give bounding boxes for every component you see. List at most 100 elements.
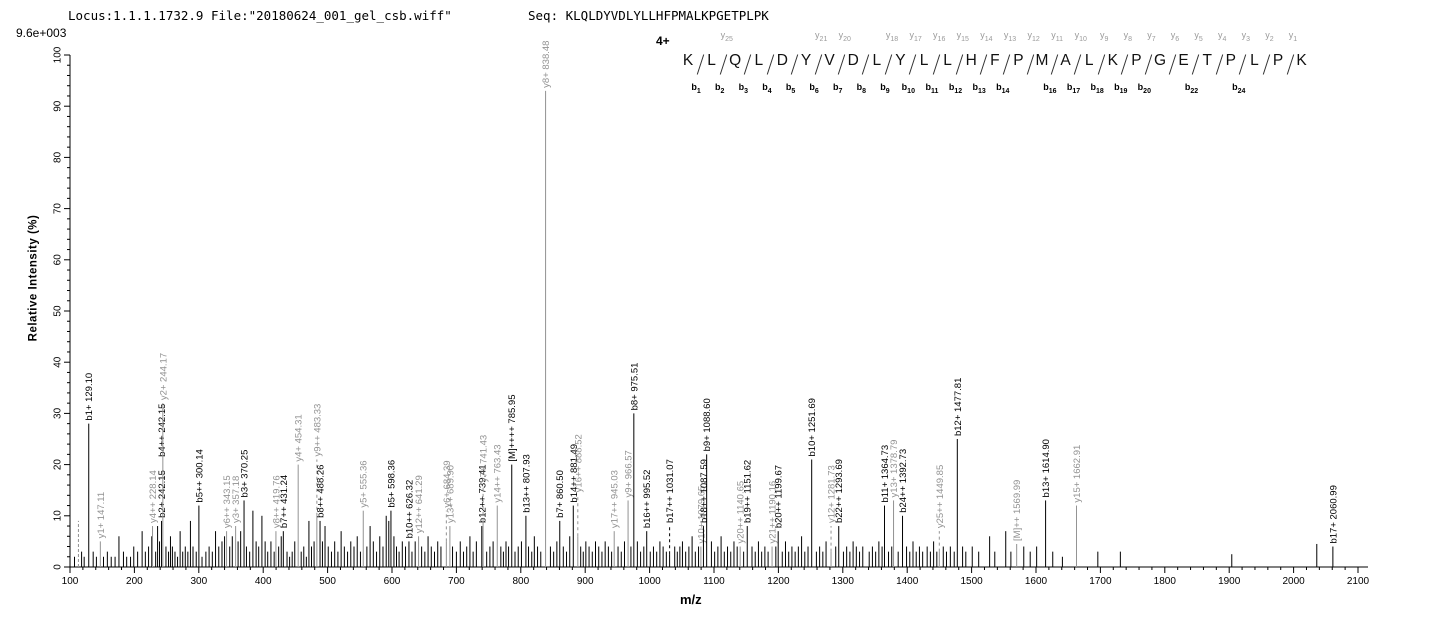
ladder-residue: L xyxy=(707,52,716,69)
peak-label: y3+ 357.18 xyxy=(231,476,242,523)
ladder-residue: Y xyxy=(895,52,906,69)
peak-label: b19++ 1151.62 xyxy=(743,460,754,523)
peak-label: b13+ 1614.90 xyxy=(1041,439,1052,497)
peak-label: b13++ 807.93 xyxy=(521,454,532,513)
ladder-residue: P xyxy=(1225,52,1236,69)
b-ion-ladder-label: b18 xyxy=(1090,82,1104,95)
y-tick-label: 40 xyxy=(53,356,64,368)
precursor-charge-label: 4+ xyxy=(656,34,670,48)
y-tick-label: 50 xyxy=(53,305,64,317)
x-tick-label: 1300 xyxy=(832,576,855,587)
peak-label: y21++ 1190.16 xyxy=(768,481,779,544)
y-tick-label: 90 xyxy=(53,100,64,112)
peak-label: b7+ 860.50 xyxy=(555,470,566,518)
peak-label: b1+ 129.10 xyxy=(84,373,95,421)
peak-label: b12++ 739.41 xyxy=(477,464,488,523)
ladder-residue: Q xyxy=(729,52,742,69)
ladder-residue: L xyxy=(872,52,882,69)
peak-label: y1+ 147.11 xyxy=(96,492,107,539)
peak-label: b10+ 1251.69 xyxy=(807,398,818,456)
y-ion-ladder-label: y25 xyxy=(720,30,733,43)
y-tick-label: 30 xyxy=(53,407,64,419)
b-ion-ladder-label: b20 xyxy=(1137,82,1151,95)
b-ion-ladder-label: b7 xyxy=(833,82,843,95)
peak-label: b16++ 995.52 xyxy=(642,470,653,529)
peak-label: b3+ 370.25 xyxy=(240,450,251,498)
peak-label: b18++ 1087.59 xyxy=(699,459,710,523)
ladder-residue: D xyxy=(776,52,788,69)
peak-label: y16++ 888.52 xyxy=(573,434,584,492)
ladder-residue: K xyxy=(682,52,694,69)
peak-label: y9+ 966.57 xyxy=(624,450,635,497)
peak-label: b22++ 1293.69 xyxy=(834,459,845,523)
b-ion-ladder-label: b22 xyxy=(1184,82,1199,95)
peak-label: y9++ 483.33 xyxy=(312,404,323,457)
y-ion-ladder-label: y12 xyxy=(1027,30,1040,43)
b-ion-ladder-label: b8 xyxy=(856,82,867,95)
y-tick-label: 10 xyxy=(53,510,64,522)
peak-label: y17++ 945.03 xyxy=(610,470,621,528)
b-ion-ladder-label: b3 xyxy=(738,82,749,95)
peak-label: y13+ 1378.79 xyxy=(889,440,900,498)
peak-label: b5+ 598.36 xyxy=(386,460,397,508)
peak-label: b11+ 1364.73 xyxy=(880,445,891,503)
x-tick-label: 1100 xyxy=(703,576,725,587)
peak-label: [M]++++ 785.95 xyxy=(507,395,518,462)
x-tick-label: 900 xyxy=(577,576,594,587)
ladder-residue: H xyxy=(965,52,977,69)
y-ion-ladder-label: y21 xyxy=(815,30,828,43)
y-ion-ladder-label: y16 xyxy=(933,30,946,43)
peak-label: b12+ 1477.81 xyxy=(953,378,964,436)
ladder-residue: E xyxy=(1178,52,1189,69)
b-ion-ladder-label: b1 xyxy=(691,82,701,95)
x-tick-label: 1900 xyxy=(1218,576,1241,587)
y-ion-ladder-label: y13 xyxy=(1003,30,1017,43)
b-ion-ladder-label: b11 xyxy=(925,82,939,95)
x-tick-label: 1400 xyxy=(896,576,919,587)
y-ion-ladder-label: y1 xyxy=(1288,30,1298,43)
x-tick-label: 1800 xyxy=(1154,576,1177,587)
y-ion-ladder-label: y4 xyxy=(1218,30,1227,43)
x-tick-label: 100 xyxy=(62,576,79,587)
peak-label: y6+ 684.39 xyxy=(442,460,453,507)
ladder-residue: P xyxy=(1013,52,1024,69)
b-ion-ladder-label: b14 xyxy=(996,82,1010,95)
ladder-residue: L xyxy=(919,52,929,69)
b-ion-ladder-label: b9 xyxy=(880,82,890,95)
peak-label: y13++ 689.90 xyxy=(445,465,456,523)
peak-label: y12+ 1281.73 xyxy=(827,465,838,523)
ladder-residue: V xyxy=(824,52,835,69)
y-tick-label: 0 xyxy=(53,564,64,570)
ladder-residue: L xyxy=(1084,52,1094,69)
x-tick-label: 1600 xyxy=(1025,576,1048,587)
b-ion-ladder-label: b12 xyxy=(948,82,963,95)
b-ion-ladder-label: b17 xyxy=(1066,82,1081,95)
peak-label: y8++ 419.76 xyxy=(271,475,282,528)
peak-label: b8+ 975.51 xyxy=(629,363,640,411)
y-ion-ladder-label: y15 xyxy=(956,30,969,43)
x-tick-label: 1500 xyxy=(960,576,983,587)
ladder-residue: K xyxy=(1107,52,1118,69)
x-tick-label: 300 xyxy=(190,576,207,587)
peak-label: b8++ 488.26 xyxy=(316,465,327,518)
peak-label: y4++ 228.14 xyxy=(148,470,159,523)
x-tick-label: 500 xyxy=(319,576,336,587)
b-ion-ladder-label: b2 xyxy=(715,82,725,95)
y-tick-label: 80 xyxy=(53,151,64,163)
base-peak-scale-note: 9.6e+003 xyxy=(16,26,67,40)
b-ion-ladder-label: b16 xyxy=(1043,82,1057,95)
ladder-residue: Y xyxy=(800,52,812,69)
b-ion-ladder-label: b10 xyxy=(901,82,915,95)
x-tick-label: 1200 xyxy=(767,576,790,587)
peak-label: y2+ 244.17 xyxy=(158,353,169,400)
x-tick-label: 600 xyxy=(384,576,401,587)
b-ion-ladder-label: b5 xyxy=(785,82,796,95)
x-axis-title: m/z xyxy=(680,592,702,607)
ladder-residue: K xyxy=(1296,52,1307,69)
y-tick-label: 70 xyxy=(53,203,64,215)
y-ion-ladder-label: y20 xyxy=(838,30,851,43)
peak-label: y6++ 343.15 xyxy=(222,475,233,528)
y-tick-label: 60 xyxy=(53,254,64,266)
